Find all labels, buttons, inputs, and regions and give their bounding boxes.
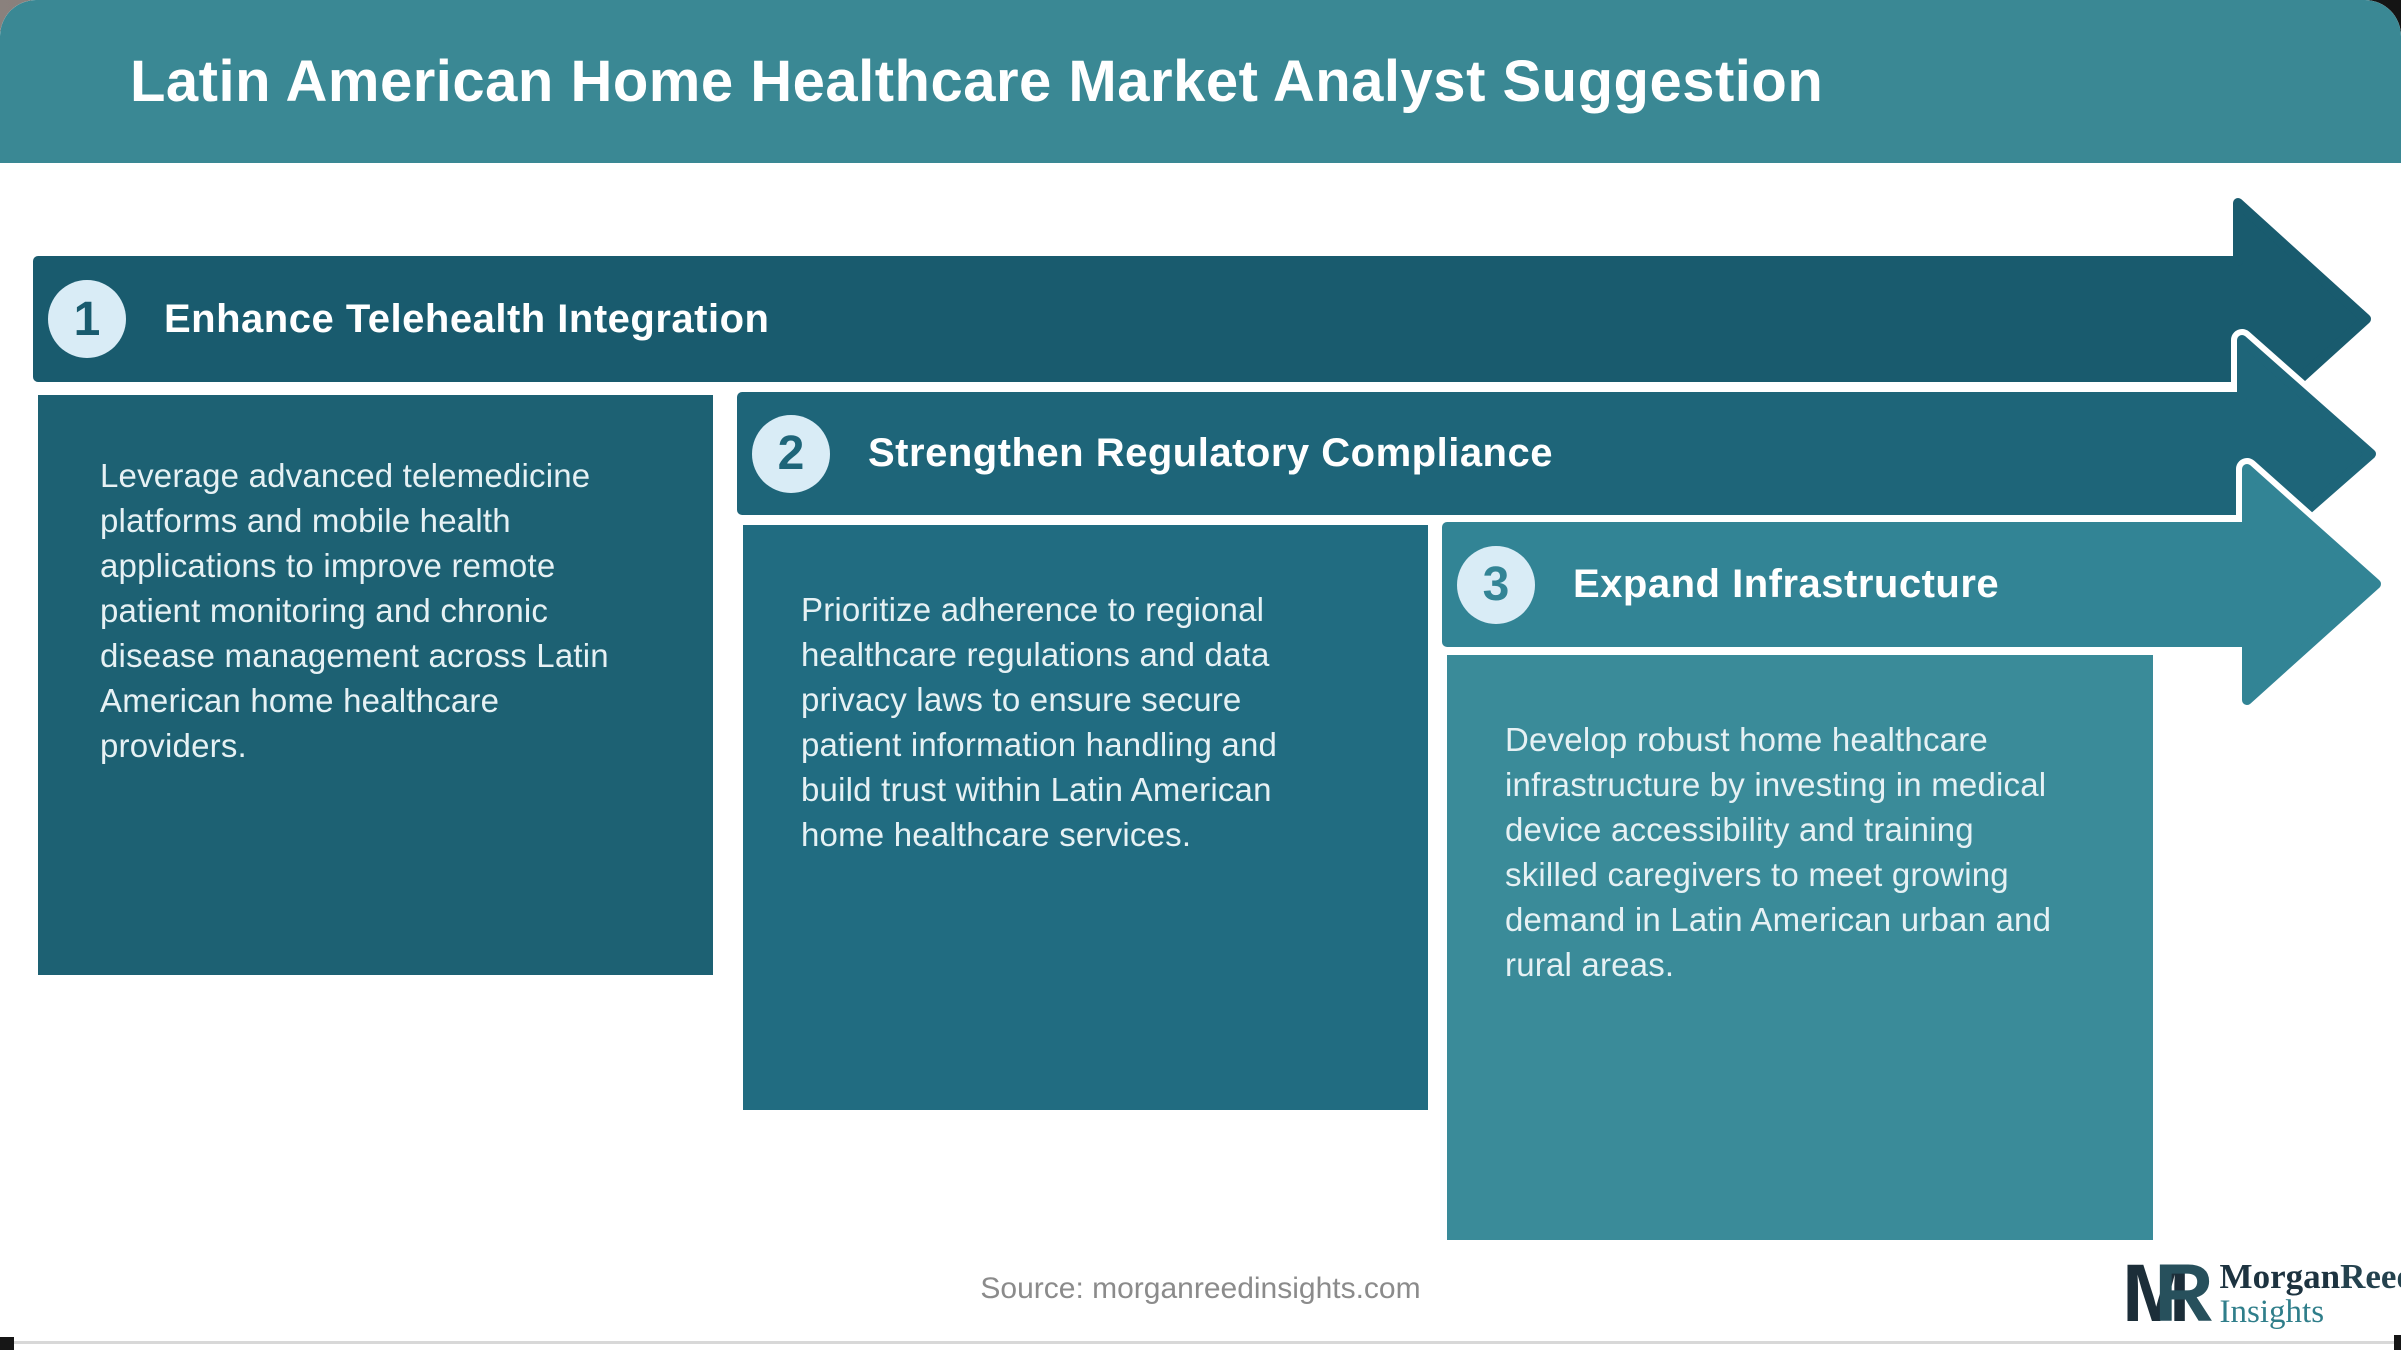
step-2-number-badge: 2 — [752, 414, 830, 493]
page-title: Latin American Home Healthcare Market An… — [130, 49, 1824, 114]
monogram-letter-r: R — [2154, 1248, 2213, 1339]
bottom-left-corner-mark — [0, 1337, 14, 1350]
step-1-banner: 1 Enhance Telehealth Integration — [48, 261, 769, 377]
morganreed-logo: M R MorganReed Insights — [2122, 1248, 2401, 1340]
logo-tagline: Insights — [2219, 1294, 2325, 1330]
arrow-shape-step-3 — [1436, 458, 2387, 711]
step-2-title: Strengthen Regulatory Compliance — [868, 431, 1553, 475]
logo-name-reed: Reed — [2340, 1257, 2401, 1296]
step-3-banner: 3 Expand Infrastructure — [1457, 527, 1999, 642]
bottom-right-corner-mark — [2394, 1335, 2401, 1350]
logo-wordmark: MorganReed Insights — [2220, 1259, 2401, 1329]
arrow-shape-step-1 — [27, 192, 2377, 446]
logo-name-morgan: Morgan — [2219, 1257, 2341, 1296]
step-3-title: Expand Infrastructure — [1573, 562, 2000, 606]
step-1-number-badge: 1 — [48, 280, 126, 358]
step-1-description-box: Leverage advanced telemedicine platforms… — [38, 395, 713, 975]
bottom-divider-line — [0, 1341, 2401, 1344]
step-2-description-box: Prioritize adherence to regional healthc… — [743, 525, 1428, 1110]
step-3-description: Develop robust home healthcare infrastru… — [1505, 721, 2052, 983]
step-3-number-badge: 3 — [1457, 545, 1535, 624]
mr-monogram-icon: M R — [2122, 1248, 2214, 1339]
step-2-description: Prioritize adherence to regional healthc… — [801, 591, 1278, 853]
header-bar: Latin American Home Healthcare Market An… — [0, 0, 2401, 163]
logo-company-name: MorganReed — [2220, 1259, 2401, 1294]
step-1-title: Enhance Telehealth Integration — [164, 296, 770, 341]
step-3-description-box: Develop robust home healthcare infrastru… — [1447, 655, 2153, 1240]
source-attribution: Source: morganreedinsights.com — [980, 1272, 1421, 1305]
step-1-description: Leverage advanced telemedicine platforms… — [100, 457, 609, 764]
step-2-banner: 2 Strengthen Regulatory Compliance — [752, 397, 1553, 510]
